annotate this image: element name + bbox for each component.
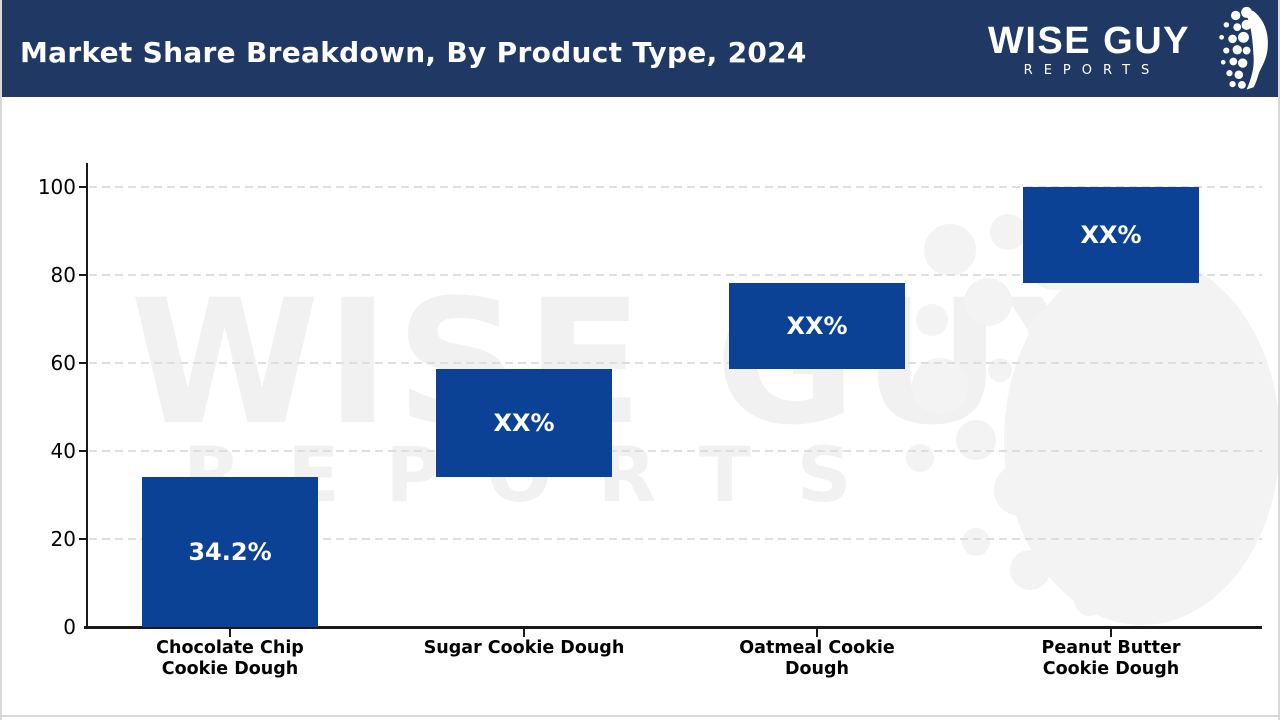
bar: XX%: [729, 282, 905, 370]
y-tick-mark: [79, 450, 87, 452]
gridline: [89, 186, 1262, 188]
logo-wordmark: WISE GUY: [987, 20, 1190, 62]
gridline: [89, 538, 1262, 540]
y-tick-label: 60: [50, 351, 76, 375]
category-label: Peanut Butter Cookie Dough: [1041, 638, 1181, 679]
y-tick-mark: [79, 186, 87, 188]
x-tick-mark: [816, 629, 818, 637]
bar-value-label: 34.2%: [188, 537, 272, 566]
x-tick-mark: [523, 629, 525, 637]
category-label: Oatmeal Cookie Dough: [739, 638, 895, 679]
wiseguy-logo: WISE GUY REPORTS: [988, 4, 1270, 94]
logo-head-icon: [1219, 6, 1268, 90]
y-tick-mark: [79, 274, 87, 276]
header: Market Share Breakdown, By Product Type,…: [0, 0, 1280, 97]
category-label: Sugar Cookie Dough: [423, 638, 625, 658]
x-tick-mark: [229, 629, 231, 637]
bar: XX%: [436, 369, 612, 477]
y-tick-label: 20: [50, 527, 76, 551]
bar-value-label: XX%: [493, 408, 555, 437]
gridline: [89, 362, 1262, 364]
y-tick-mark: [79, 538, 87, 540]
bar-value-label: XX%: [1080, 220, 1142, 249]
y-tick-mark: [79, 362, 87, 364]
category-label: Chocolate Chip Cookie Dough: [156, 638, 304, 679]
page-border-left: [0, 0, 2, 720]
bar: XX%: [1023, 187, 1199, 283]
logo-subtitle: REPORTS: [1023, 63, 1161, 78]
y-axis-line: [86, 163, 88, 629]
x-tick-mark: [1110, 629, 1112, 637]
bar-value-label: XX%: [786, 312, 848, 341]
bar: 34.2%: [142, 476, 318, 627]
y-tick-label: 80: [50, 263, 76, 287]
y-tick-label: 100: [37, 175, 76, 199]
x-axis-line: [84, 626, 1262, 629]
gridline: [89, 274, 1262, 276]
page-border-bottom: [0, 715, 1280, 717]
page-title: Market Share Breakdown, By Product Type,…: [20, 36, 807, 69]
y-tick-label: 0: [63, 615, 76, 639]
y-tick-label: 40: [50, 439, 76, 463]
gridline: [89, 450, 1262, 452]
